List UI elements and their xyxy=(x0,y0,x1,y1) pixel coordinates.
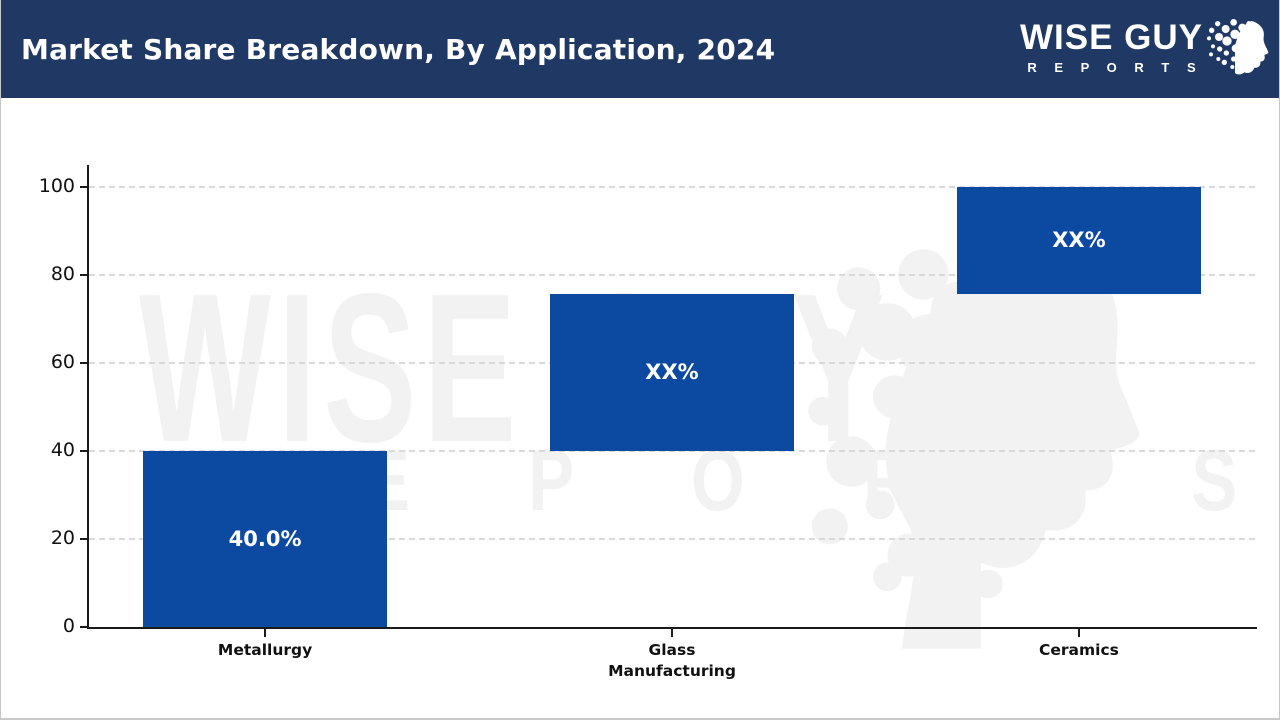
bar-segment-1: 40.0% xyxy=(143,451,388,627)
bar-value-label: 40.0% xyxy=(228,527,302,551)
y-tick-label: 40 xyxy=(50,439,75,461)
y-gridline xyxy=(89,538,1255,540)
x-tick-mark xyxy=(1077,629,1080,637)
x-tick-mark xyxy=(264,629,267,637)
x-tick-mark xyxy=(671,629,673,637)
y-tick-label: 100 xyxy=(38,175,75,197)
y-tick-mark xyxy=(80,450,89,452)
y-tick-label: 80 xyxy=(50,263,75,285)
y-gridline xyxy=(89,450,1255,452)
y-tick-mark xyxy=(80,274,89,276)
y-tick-mark xyxy=(80,186,89,188)
y-tick-mark xyxy=(80,626,89,628)
bar-value-label: XX% xyxy=(645,360,699,385)
logo-dotted-face-icon xyxy=(1207,19,1269,75)
logo-wordmark: WISE GUY xyxy=(1019,17,1203,57)
y-tick-mark xyxy=(80,538,89,540)
y-tick-label: 0 xyxy=(62,615,75,637)
x-category-label: Glass Manufacturing xyxy=(608,641,736,680)
x-category-label: Ceramics xyxy=(1038,641,1119,659)
x-axis-spine xyxy=(87,627,1257,629)
bar-value-label: XX% xyxy=(1052,228,1106,253)
header: Market Share Breakdown, By Application, … xyxy=(1,0,1279,98)
page-title: Market Share Breakdown, By Application, … xyxy=(21,32,776,66)
y-tick-label: 60 xyxy=(50,351,75,373)
y-tick-mark xyxy=(80,362,89,364)
logo-text: WISE GUY R E P O R T S xyxy=(1019,17,1203,76)
y-axis-spine xyxy=(87,165,89,629)
y-gridline xyxy=(89,186,1255,188)
y-gridline xyxy=(89,274,1255,276)
y-tick-label: 20 xyxy=(50,527,75,549)
x-category-label: Metallurgy xyxy=(217,641,313,659)
logo-subtext: R E P O R T S xyxy=(1027,59,1203,75)
wiseguy-logo: WISE GUY R E P O R T S xyxy=(1020,6,1269,88)
bar-segment-2: XX% xyxy=(550,293,794,451)
bar-segment-3: XX% xyxy=(956,187,1201,294)
